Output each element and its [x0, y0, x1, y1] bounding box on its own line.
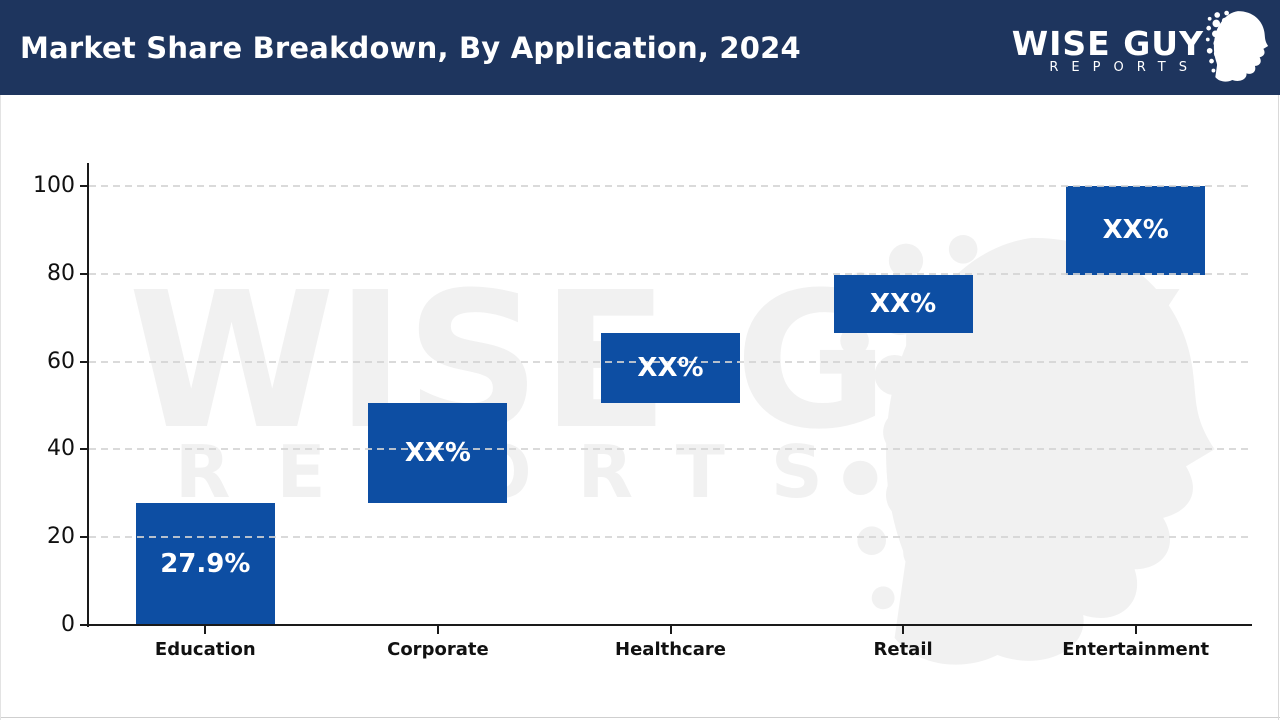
y-tick-label-0: 0	[61, 612, 75, 637]
x-axis-label-healthcare: Healthcare	[615, 639, 726, 660]
y-tick-0	[80, 624, 88, 626]
gridline-y-80	[89, 272, 1252, 275]
x-tick-retail	[902, 626, 905, 634]
y-tick-label-60: 60	[47, 348, 75, 374]
x-tick-healthcare	[669, 626, 672, 634]
y-tick-40	[80, 448, 88, 451]
y-axis-line	[87, 163, 89, 627]
page-header: Market Share Breakdown, By Application, …	[0, 0, 1280, 95]
x-axis-label-education: Education	[154, 639, 256, 660]
y-tick-60	[80, 360, 88, 363]
wise-guy-reports-logo: WISE GUY REPORTS	[1012, 0, 1272, 95]
y-tick-label-20: 20	[47, 524, 75, 550]
x-axis-label-retail: Retail	[873, 639, 933, 660]
chart-title: Market Share Breakdown, By Application, …	[20, 30, 801, 65]
bar-value-label-healthcare: XX%	[637, 352, 704, 383]
gridline-y-40	[89, 448, 1252, 451]
bar-value-label-retail: XX%	[870, 288, 937, 319]
page-right-border	[1278, 95, 1279, 720]
bar-value-label-corporate: XX%	[404, 437, 471, 468]
y-tick-20	[80, 536, 88, 539]
y-tick-label-100: 100	[33, 173, 75, 198]
gridline-y-60	[89, 360, 1252, 363]
page-bottom-border	[0, 717, 1280, 718]
x-axis-label-entertainment: Entertainment	[1062, 639, 1210, 660]
watermark-sub-text: REPORTS	[175, 430, 869, 514]
page-left-border	[0, 95, 1, 720]
logo-face-icon	[1205, 10, 1269, 82]
y-tick-80	[80, 272, 88, 275]
bar-value-label-entertainment: XX%	[1102, 215, 1169, 246]
gridline-y-100	[89, 185, 1252, 187]
x-axis-label-corporate: Corporate	[387, 639, 489, 660]
bar-corporate	[368, 402, 508, 503]
bar-education	[135, 502, 275, 625]
x-tick-education	[204, 626, 207, 634]
x-tick-corporate	[436, 626, 439, 634]
logo-sub-text: REPORTS	[1049, 60, 1200, 75]
bar-healthcare	[601, 332, 740, 403]
x-axis-line	[87, 624, 1252, 626]
y-tick-label-40: 40	[47, 436, 75, 462]
x-tick-entertainment	[1134, 626, 1137, 634]
y-tick-100	[80, 185, 88, 187]
gridline-y-20	[89, 536, 1252, 539]
y-tick-label-80: 80	[47, 260, 75, 286]
bar-value-label-education: 27.9%	[160, 548, 251, 579]
logo-brand-text: WISE GUY	[1011, 24, 1204, 63]
